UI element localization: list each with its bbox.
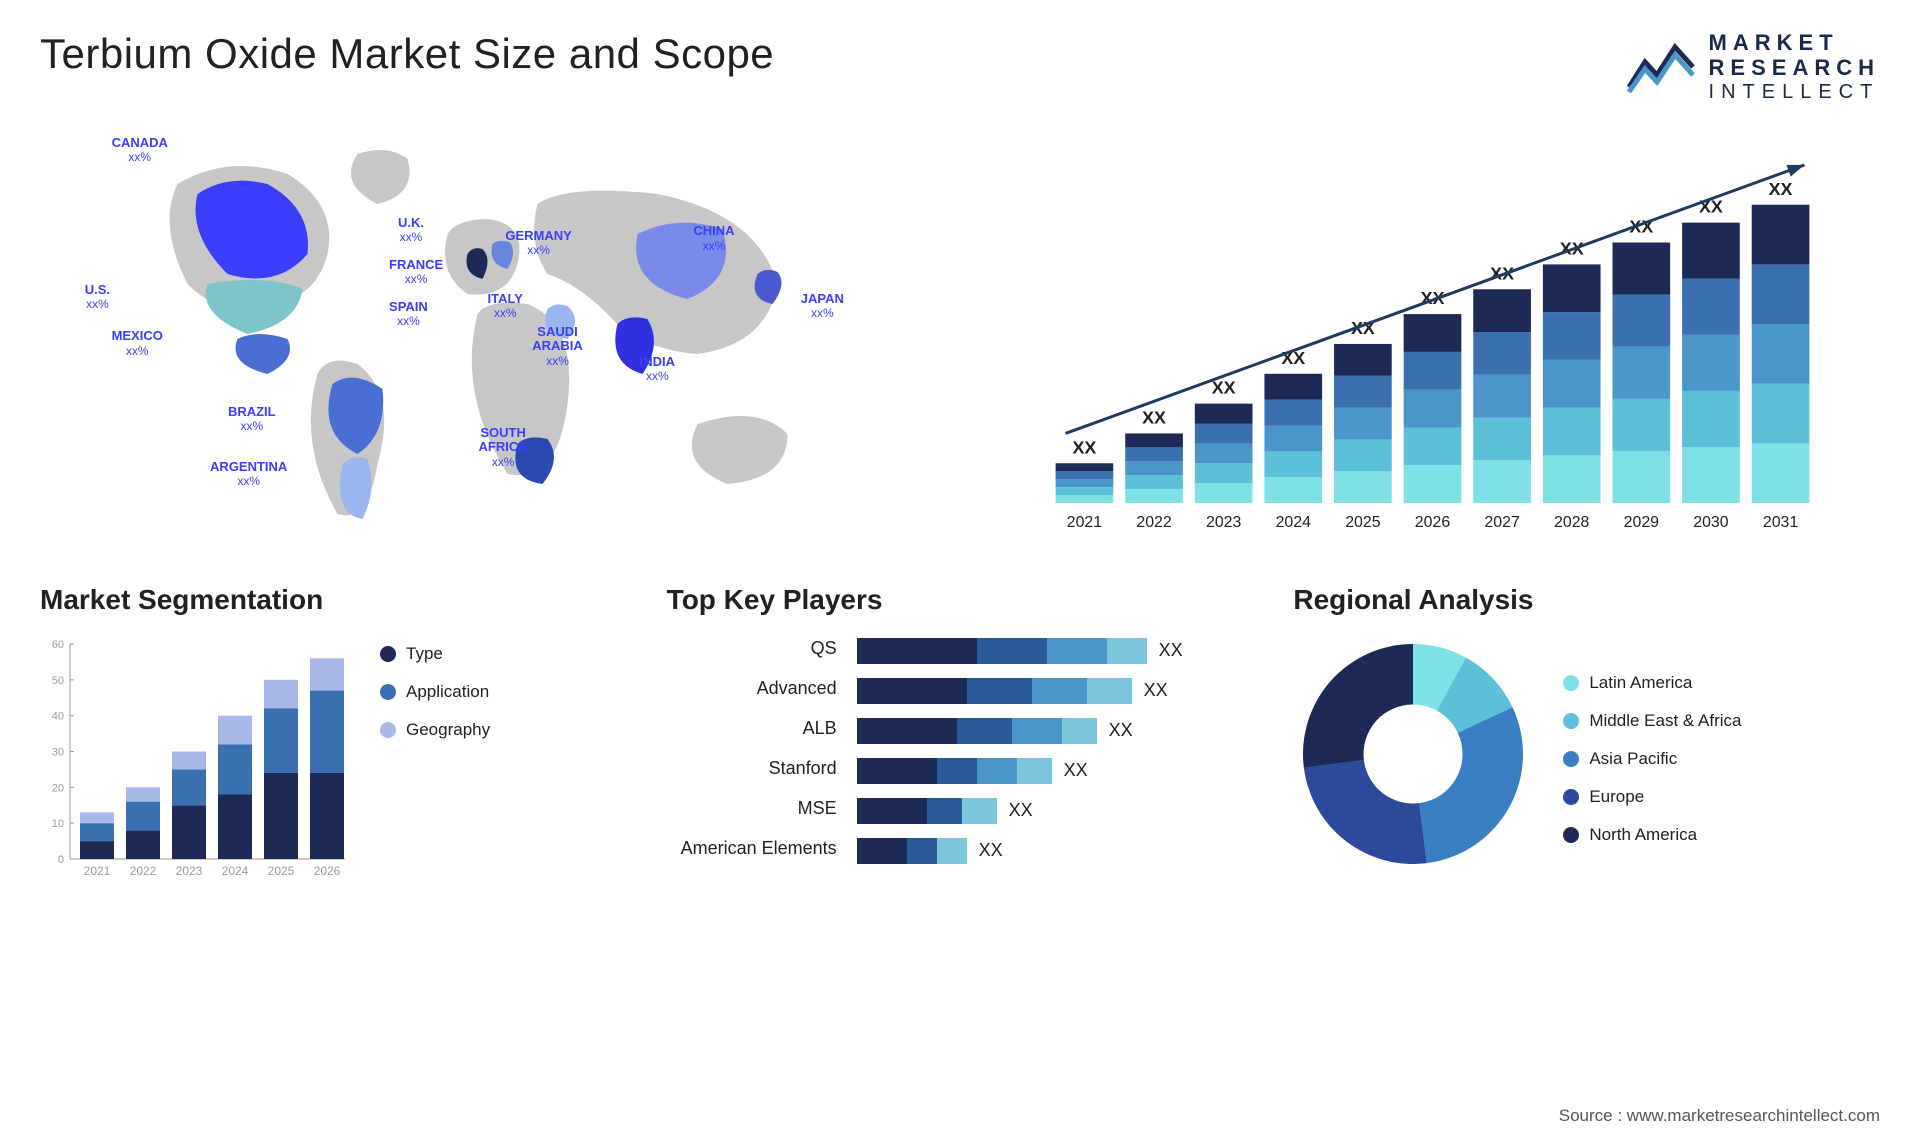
- map-label: SOUTHAFRICAxx%: [479, 426, 528, 469]
- regional-title: Regional Analysis: [1293, 584, 1880, 616]
- svg-text:2026: 2026: [314, 864, 341, 878]
- map-label: U.S.xx%: [85, 283, 110, 312]
- legend-item: Middle East & Africa: [1563, 711, 1741, 731]
- segmentation-legend: Type Application Geography: [380, 634, 490, 740]
- segmentation-title: Market Segmentation: [40, 584, 627, 616]
- svg-text:2023: 2023: [176, 864, 203, 878]
- player-value: XX: [1064, 760, 1088, 781]
- logo-text-3: INTELLECT: [1709, 81, 1880, 104]
- svg-text:2029: 2029: [1624, 514, 1660, 531]
- map-label: GERMANYxx%: [505, 229, 571, 258]
- regional-panel: Regional Analysis Latin America Middle Ea…: [1293, 584, 1880, 894]
- source-attribution: Source : www.marketresearchintellect.com: [1559, 1106, 1880, 1126]
- player-bars: XX XX XX XX XX XX: [857, 634, 1254, 864]
- svg-text:0: 0: [58, 854, 64, 866]
- map-label: U.K.xx%: [398, 216, 424, 245]
- svg-text:2024: 2024: [1276, 514, 1312, 531]
- svg-text:50: 50: [52, 674, 64, 686]
- legend-item: Geography: [380, 720, 490, 740]
- svg-text:30: 30: [52, 746, 64, 758]
- players-panel: Top Key Players QS Advanced ALB Stanford MSE…: [667, 584, 1254, 894]
- players-title: Top Key Players: [667, 584, 1254, 616]
- segmentation-chart: 0 10 20 30 40 50 60 2021 2022 2023 2024 2025 2026: [40, 634, 350, 884]
- legend-item: North America: [1563, 825, 1741, 845]
- map-label: ARGENTINAxx%: [210, 460, 287, 489]
- svg-text:10: 10: [52, 818, 64, 830]
- svg-text:2025: 2025: [1345, 514, 1381, 531]
- player-label: ALB: [667, 718, 837, 744]
- player-bar-row: XX: [857, 678, 1254, 704]
- svg-text:2021: 2021: [84, 864, 111, 878]
- player-bar-row: XX: [857, 798, 1254, 824]
- player-label: Advanced: [667, 678, 837, 704]
- map-label: SPAINxx%: [389, 300, 428, 329]
- page-title: Terbium Oxide Market Size and Scope: [40, 30, 774, 78]
- map-label: CHINAxx%: [693, 224, 734, 253]
- svg-text:60: 60: [52, 639, 64, 651]
- player-value: XX: [1144, 680, 1168, 701]
- legend-item: Europe: [1563, 787, 1741, 807]
- legend-item: Application: [380, 682, 490, 702]
- svg-text:2024: 2024: [222, 864, 249, 878]
- svg-text:20: 20: [52, 782, 64, 794]
- player-bar-row: XX: [857, 838, 1254, 864]
- svg-text:2031: 2031: [1763, 514, 1799, 531]
- player-label: Stanford: [667, 758, 837, 784]
- player-value: XX: [1009, 800, 1033, 821]
- svg-text:2026: 2026: [1415, 514, 1451, 531]
- regional-legend: Latin America Middle East & Africa Asia Pa…: [1563, 663, 1741, 845]
- bottom-row: Market Segmentation 0 10 20 30 40 50 60 2021 202…: [40, 584, 1880, 894]
- brand-logo: MARKET RESEARCH INTELLECT: [1627, 30, 1880, 104]
- player-bar-row: XX: [857, 638, 1254, 664]
- growth-chart-panel: XX2021XX2022XX2023XX2024XX2025XX2026XX20…: [985, 124, 1880, 544]
- map-label: SAUDIARABIAxx%: [532, 325, 583, 368]
- map-label: INDIAxx%: [640, 355, 675, 384]
- growth-chart: XX2021XX2022XX2023XX2024XX2025XX2026XX20…: [985, 124, 1880, 544]
- map-label: ITALYxx%: [488, 292, 523, 321]
- player-label: MSE: [667, 798, 837, 824]
- svg-text:2022: 2022: [130, 864, 157, 878]
- player-bar-row: XX: [857, 718, 1254, 744]
- svg-text:2022: 2022: [1136, 514, 1172, 531]
- header: Terbium Oxide Market Size and Scope MARK…: [40, 30, 1880, 104]
- svg-text:XX: XX: [1212, 377, 1236, 397]
- logo-mark-icon: [1627, 37, 1697, 97]
- player-labels: QS Advanced ALB Stanford MSE American Element…: [667, 634, 837, 864]
- map-label: MEXICOxx%: [112, 329, 163, 358]
- svg-text:2023: 2023: [1206, 514, 1242, 531]
- legend-item: Latin America: [1563, 673, 1741, 693]
- svg-text:XX: XX: [1142, 407, 1166, 427]
- map-label: CANADAxx%: [112, 136, 168, 165]
- svg-text:2025: 2025: [268, 864, 295, 878]
- player-label: QS: [667, 638, 837, 664]
- svg-text:2027: 2027: [1484, 514, 1520, 531]
- map-label: BRAZILxx%: [228, 405, 276, 434]
- segmentation-panel: Market Segmentation 0 10 20 30 40 50 60 2021 202…: [40, 584, 627, 894]
- svg-text:2028: 2028: [1554, 514, 1590, 531]
- world-map-panel: CANADAxx% U.S.xx%MEXICOxx% BRAZILxx% ARGENT…: [40, 124, 935, 544]
- legend-item: Type: [380, 644, 490, 664]
- svg-text:2021: 2021: [1067, 514, 1103, 531]
- map-label: FRANCExx%: [389, 258, 443, 287]
- svg-text:XX: XX: [1073, 437, 1097, 457]
- legend-item: Asia Pacific: [1563, 749, 1741, 769]
- svg-text:XX: XX: [1769, 178, 1793, 198]
- svg-text:2030: 2030: [1693, 514, 1729, 531]
- logo-text-1: MARKET: [1709, 30, 1880, 55]
- player-label: American Elements: [667, 838, 837, 864]
- regional-donut-chart: [1293, 634, 1533, 874]
- world-map-icon: [40, 124, 935, 544]
- player-value: XX: [1109, 720, 1133, 741]
- map-label: JAPANxx%: [801, 292, 844, 321]
- player-value: XX: [1159, 640, 1183, 661]
- logo-text-2: RESEARCH: [1709, 55, 1880, 80]
- svg-text:40: 40: [52, 710, 64, 722]
- top-row: CANADAxx% U.S.xx%MEXICOxx% BRAZILxx% ARGENT…: [40, 124, 1880, 544]
- player-value: XX: [979, 840, 1003, 861]
- player-bar-row: XX: [857, 758, 1254, 784]
